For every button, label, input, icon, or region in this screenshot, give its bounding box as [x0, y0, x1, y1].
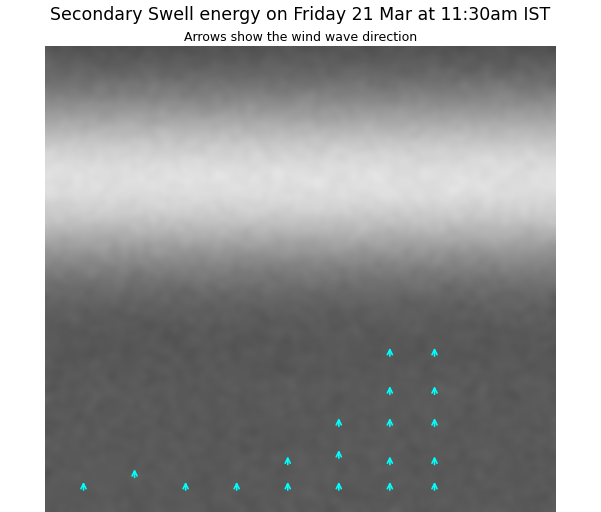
Text: Secondary Swell energy on Friday 21 Mar at 11:30am IST: Secondary Swell energy on Friday 21 Mar … [50, 6, 551, 24]
Text: Arrows show the wind wave direction: Arrows show the wind wave direction [184, 31, 417, 44]
